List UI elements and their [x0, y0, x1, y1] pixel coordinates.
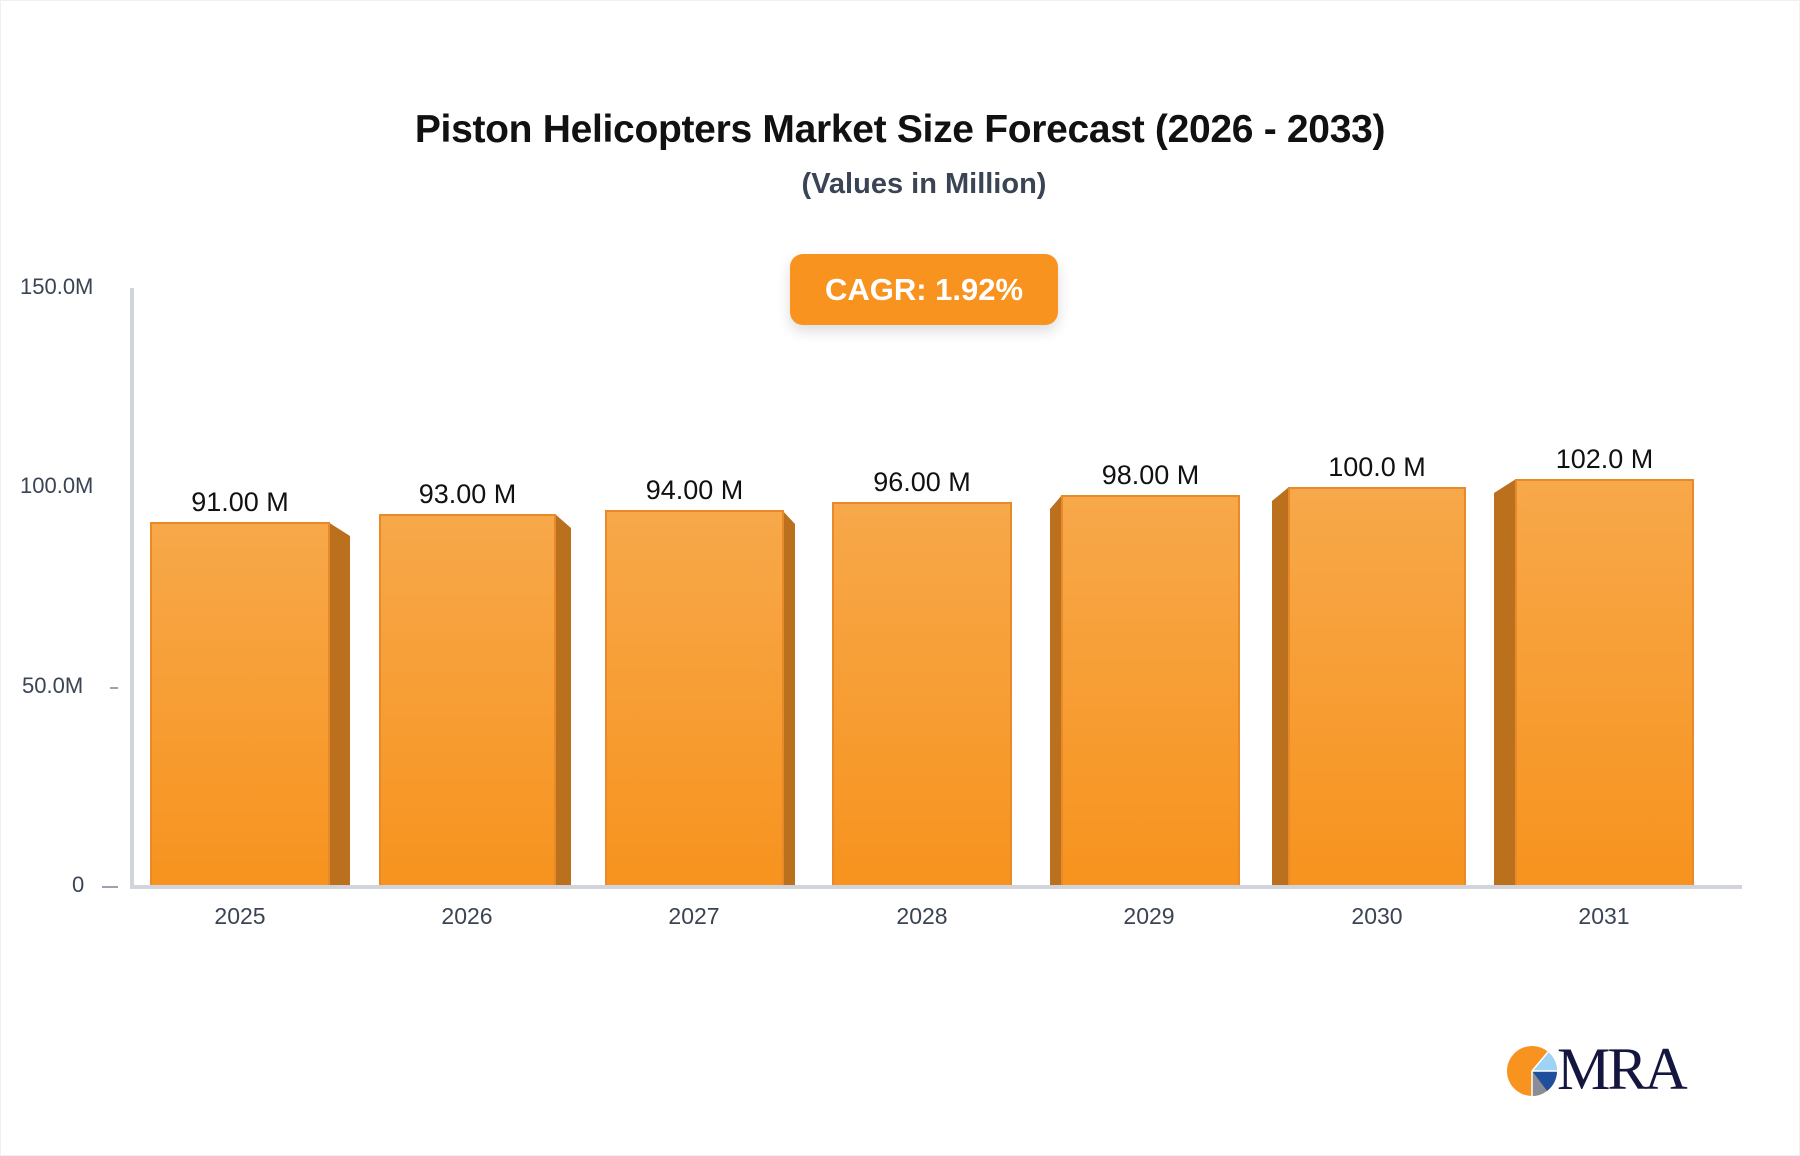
y-tick-mark-50 — [110, 687, 118, 689]
bar-front-face — [605, 510, 784, 886]
mra-logo: MRA — [1505, 1039, 1695, 1099]
value-label-2026: 93.00 M — [418, 479, 517, 509]
x-tick-label-2028: 2028 — [896, 903, 948, 929]
y-tick-label-150: 150.0M — [20, 274, 94, 299]
chart-subtitle: (Values in Million) — [801, 168, 1047, 200]
x-tick-label-2030: 2030 — [1351, 903, 1403, 929]
x-tick-label-2031: 2031 — [1578, 903, 1630, 929]
y-axis-line — [130, 288, 134, 888]
x-tick-label-2025: 2025 — [214, 903, 266, 929]
bar-side-face — [1050, 495, 1062, 886]
value-label-2025: 91.00 M — [191, 487, 289, 517]
bar-side-face — [782, 510, 795, 886]
bar-front-face — [1515, 479, 1694, 886]
bar-2029[interactable] — [1050, 495, 1240, 886]
y-tick-label-100: 100.0M — [20, 473, 94, 498]
value-label-2030: 100.0 M — [1328, 452, 1426, 482]
bar-front-face — [1061, 495, 1240, 886]
pie-chart-icon — [1507, 1046, 1557, 1096]
bar-2025[interactable] — [150, 522, 350, 886]
bar-front-face — [379, 514, 556, 886]
bar-front-face — [150, 522, 330, 886]
y-tick-mark-0 — [102, 886, 118, 888]
bar-side-face — [1272, 487, 1289, 886]
cagr-badge: CAGR: 1.92% — [790, 254, 1058, 325]
bar-2031[interactable] — [1494, 479, 1694, 886]
bar-front-face — [1288, 487, 1466, 886]
value-label-2031: 102.0 M — [1555, 444, 1654, 474]
bar-side-face — [555, 514, 571, 886]
bar-2026[interactable] — [379, 514, 571, 886]
logo-text: MRA — [1557, 1036, 1688, 1102]
bar-2030[interactable] — [1272, 487, 1466, 886]
bar-front-face — [832, 502, 1012, 886]
bar-2027[interactable] — [605, 510, 795, 886]
bar-2028[interactable] — [832, 502, 1012, 886]
x-tick-label-2029: 2029 — [1123, 903, 1175, 929]
bar-side-face — [328, 522, 350, 886]
x-axis-line — [130, 885, 1742, 889]
y-tick-label-0: 0 — [72, 872, 85, 897]
value-label-2029: 98.00 M — [1101, 460, 1200, 490]
bar-side-face — [1494, 479, 1516, 886]
value-label-2028: 96.00 M — [873, 467, 971, 497]
x-tick-label-2027: 2027 — [668, 903, 720, 929]
cagr-label: CAGR: 1.92% — [824, 271, 1024, 307]
chart-title: Piston Helicopters Market Size Forecast … — [414, 108, 1386, 151]
x-tick-label-2026: 2026 — [441, 903, 493, 929]
value-label-2027: 94.00 M — [645, 475, 744, 505]
y-tick-label-50: 50.0M — [22, 673, 84, 698]
